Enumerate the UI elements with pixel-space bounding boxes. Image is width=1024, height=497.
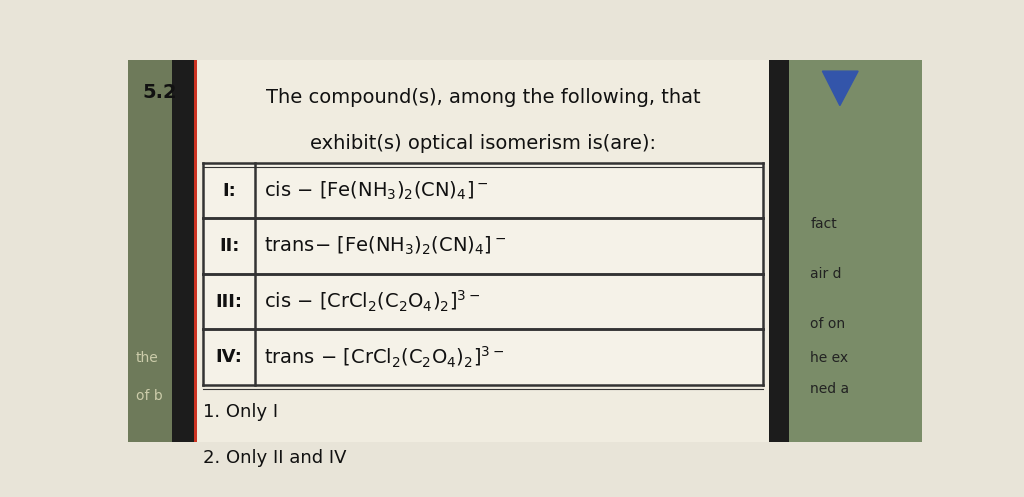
Text: he ex: he ex xyxy=(811,351,849,365)
Polygon shape xyxy=(822,71,858,105)
Text: III:: III: xyxy=(216,293,243,311)
Text: ned a: ned a xyxy=(811,382,850,396)
Text: of b: of b xyxy=(136,390,163,404)
Bar xyxy=(204,163,763,385)
Text: cis $-$ $[\mathrm{Fe(NH_3)_2(CN)_4}]^-$: cis $-$ $[\mathrm{Fe(NH_3)_2(CN)_4}]^-$ xyxy=(264,179,489,202)
Text: exhibit(s) optical isomerism is(are):: exhibit(s) optical isomerism is(are): xyxy=(310,134,656,154)
Text: 5.2: 5.2 xyxy=(142,83,177,101)
Bar xyxy=(197,60,769,442)
Text: cis $-$ $[\mathrm{CrCl_2(C_2O_4)_2}]^{3-}$: cis $-$ $[\mathrm{CrCl_2(C_2O_4)_2}]^{3-… xyxy=(264,289,481,314)
Text: 2. Only II and IV: 2. Only II and IV xyxy=(204,449,347,467)
Text: I:: I: xyxy=(222,182,237,200)
Bar xyxy=(128,60,172,442)
Text: 1. Only I: 1. Only I xyxy=(204,403,279,421)
Text: II:: II: xyxy=(219,237,240,255)
Text: IV:: IV: xyxy=(216,348,243,366)
Bar xyxy=(172,60,196,442)
Text: the: the xyxy=(136,351,159,365)
Bar xyxy=(790,60,922,442)
Bar xyxy=(769,60,790,442)
Text: trans $-$ $[\mathrm{CrCl_2(C_2O_4)_2}]^{3-}$: trans $-$ $[\mathrm{CrCl_2(C_2O_4)_2}]^{… xyxy=(264,344,505,370)
Bar xyxy=(194,60,197,442)
Text: trans$-$ $[\mathrm{Fe(NH_3)_2(CN)_4}]^-$: trans$-$ $[\mathrm{Fe(NH_3)_2(CN)_4}]^-$ xyxy=(264,235,507,257)
Text: The compound(s), among the following, that: The compound(s), among the following, th… xyxy=(266,88,700,107)
Text: of on: of on xyxy=(811,317,846,331)
Text: air d: air d xyxy=(811,267,842,281)
Text: fact: fact xyxy=(811,217,838,231)
